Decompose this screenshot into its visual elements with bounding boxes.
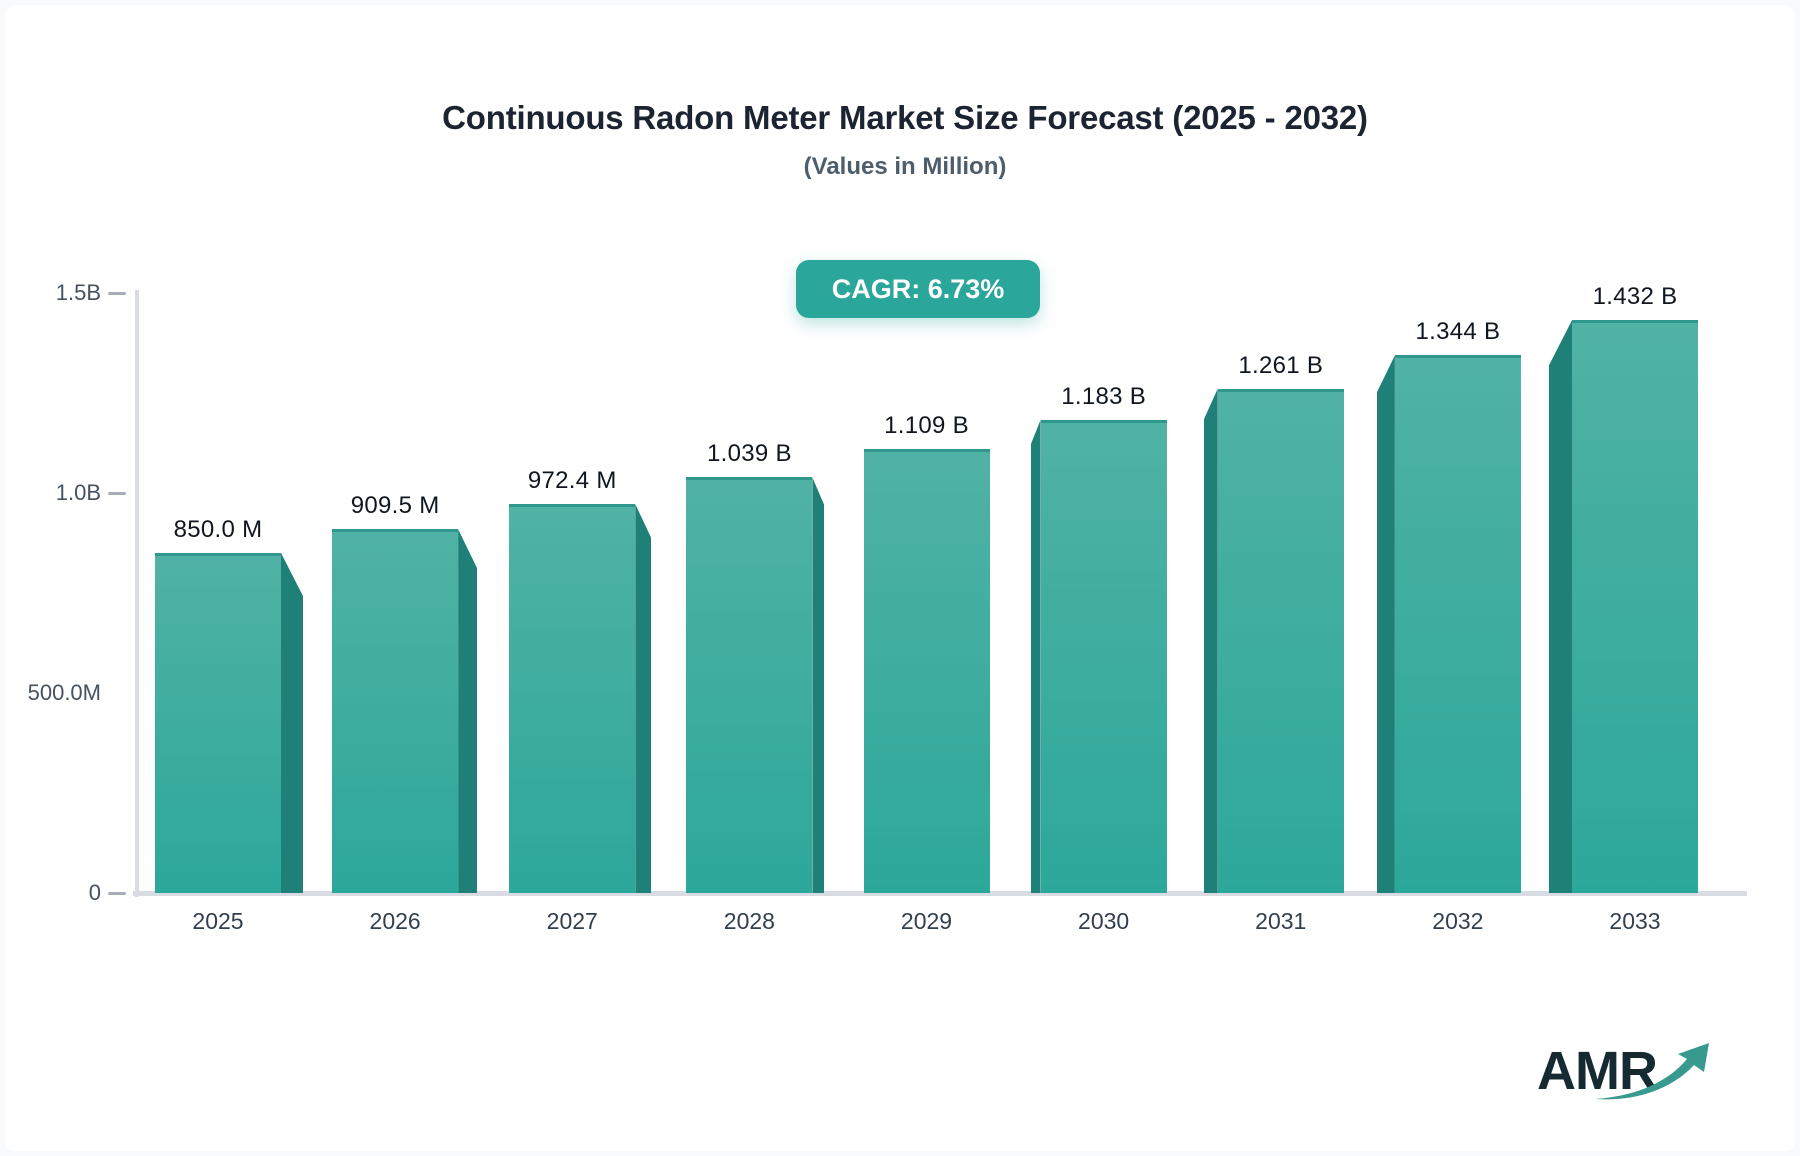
bar-value-label-2031: 1.261 B [1238,351,1324,379]
cagr-badge: CAGR: 6.73% [796,260,1040,318]
x-axis-label-2026: 2026 [369,908,421,934]
y-tick-label: 1.0B [55,480,101,505]
bar-value-label-2033: 1.432 B [1592,283,1678,311]
y-axis-line [135,290,139,897]
bar-face-2027[interactable] [509,504,636,893]
y-tick-dash [108,492,126,495]
x-axis-label-2027: 2027 [546,908,598,934]
x-axis-label-2029: 2029 [900,908,953,934]
bar-value-label-2029: 1.109 B [884,412,969,440]
bar-face-2029[interactable] [863,449,990,893]
y-tick-label: 1.5B [55,280,101,305]
bar-face-2030[interactable] [1040,419,1167,893]
y-tick-dash [108,892,126,895]
x-axis-label-2025: 2025 [192,908,244,934]
bar-face-2031[interactable] [1217,388,1344,893]
bar-side-panel-2031 [1203,388,1218,893]
brand-logo: AMR [1537,1041,1717,1107]
chart-card: Continuous Radon Meter Market Size Forec… [5,5,1795,1151]
bar-side-panel-2026 [458,529,478,893]
y-tick-dash [108,292,126,295]
x-axis-label-2030: 2030 [1078,908,1130,934]
bar-face-2028[interactable] [686,477,813,893]
page-title: Continuous Radon Meter Market Size Forec… [442,99,1368,136]
y-tick-label: 0 [88,880,101,905]
x-axis-line [133,891,1747,896]
bar-value-label-2032: 1.344 B [1415,318,1501,346]
y-tick-label: 500.0M [27,680,101,705]
bar-side-panel-2033 [1549,320,1572,893]
bar-side-panel-2030 [1030,419,1041,893]
bar-value-label-2026: 909.5 M [350,492,440,520]
x-axis-label-2033: 2033 [1609,908,1661,934]
bar-side-panel-2027 [635,504,652,893]
bar-value-label-2028: 1.039 B [706,440,792,468]
bar-side-panel-2025 [281,553,303,893]
x-axis-label-2031: 2031 [1255,908,1307,934]
bar-face-2026[interactable] [332,529,459,893]
growth-arrow-icon [1595,1043,1709,1100]
bar-face-2025[interactable] [155,553,281,893]
bar-side-panel-2028 [812,477,825,893]
bar-value-label-2027: 972.4 M [527,467,617,495]
bar-value-label-2030: 1.183 B [1061,382,1147,410]
bar-value-label-2025: 850.0 M [173,516,263,543]
bar-face-2033[interactable] [1572,320,1698,893]
x-axis-label-2028: 2028 [723,908,775,934]
page-subtitle: (Values in Million) [803,153,1007,180]
bar-face-2032[interactable] [1394,355,1521,893]
x-axis-label-2032: 2032 [1432,908,1484,934]
bar-side-panel-2032 [1376,355,1395,893]
